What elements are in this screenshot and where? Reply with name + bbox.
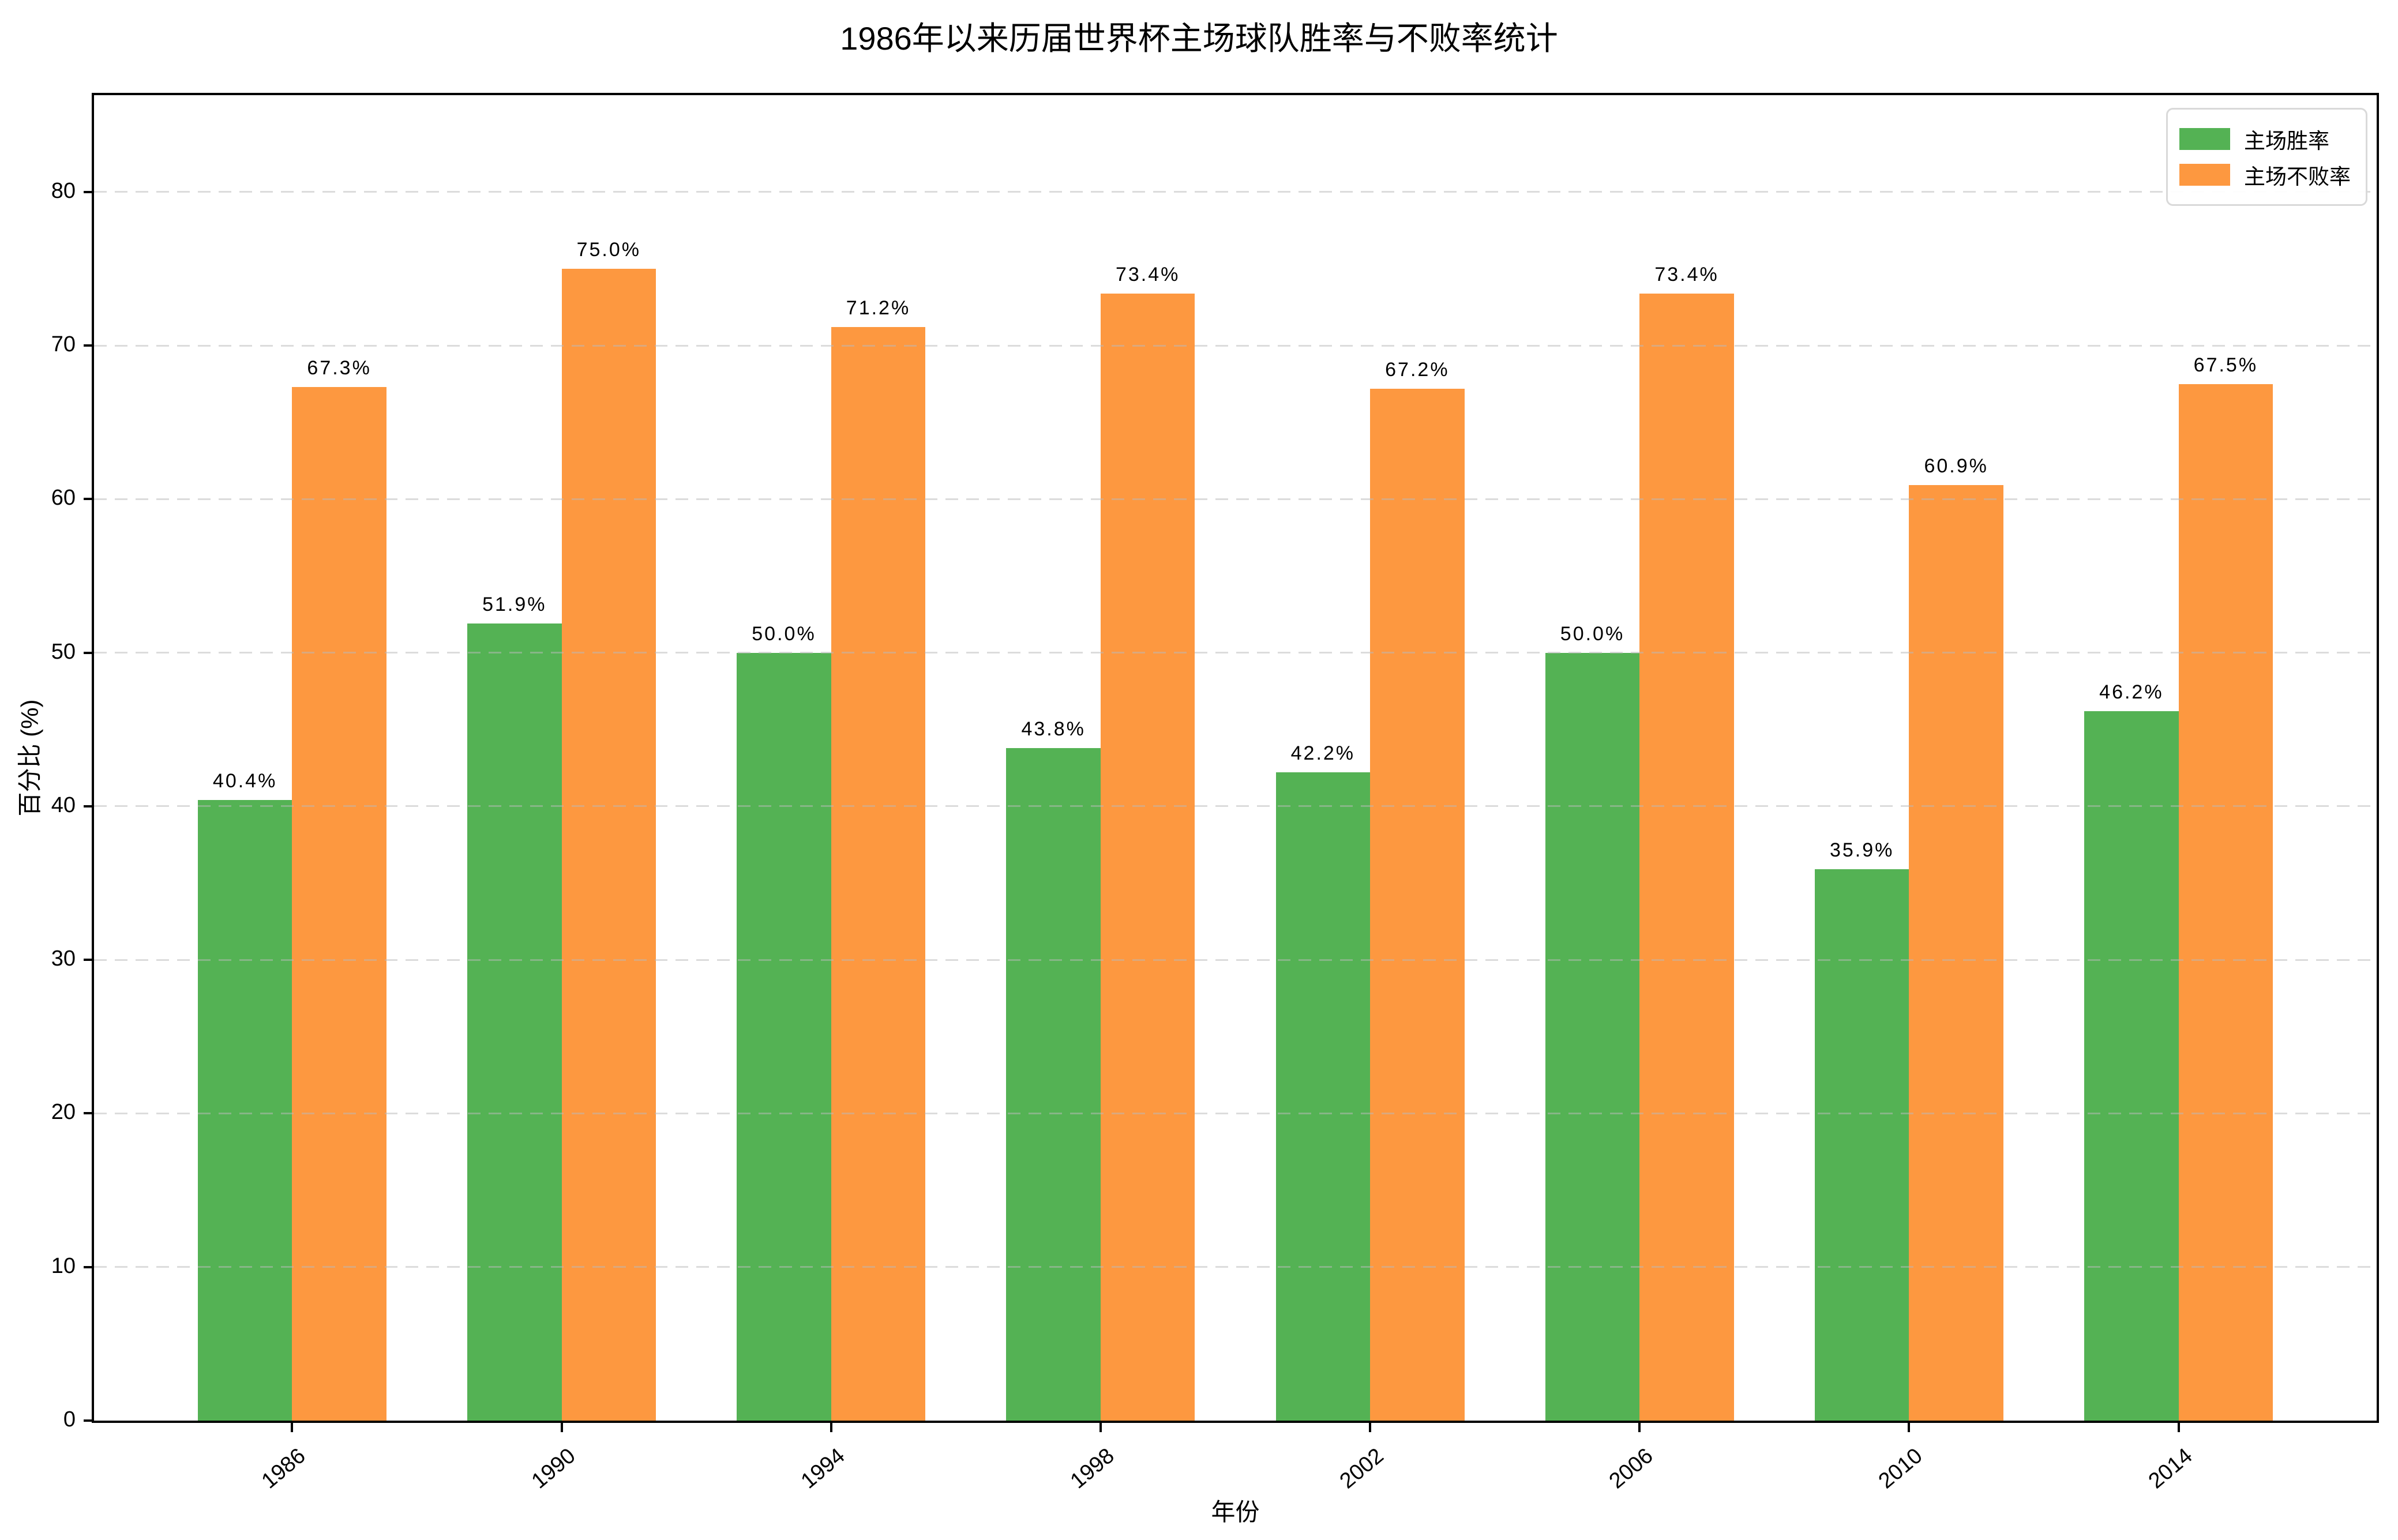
value-label-win-1994: 50.0% — [752, 622, 816, 645]
value-label-win-2014: 46.2% — [2099, 681, 2164, 703]
ytick-mark-70 — [84, 344, 93, 347]
bar-unbeaten-2010 — [1909, 485, 2003, 1421]
legend-label-win-rate: 主场胜率 — [2244, 129, 2329, 153]
value-label-unbeaten-1998: 73.4% — [1115, 263, 1180, 286]
bar-win-1994 — [737, 652, 831, 1421]
legend-item-win-rate: 主场胜率 — [2179, 123, 2351, 155]
bar-win-2002 — [1275, 772, 1371, 1421]
ytick-mark-0 — [84, 1419, 93, 1422]
xtick-mark-2002 — [1369, 1423, 1372, 1432]
legend-item-unbeaten-rate: 主场不败率 — [2179, 159, 2351, 190]
gridline-70 — [94, 344, 2377, 347]
bar-unbeaten-1998 — [1100, 293, 1195, 1421]
gridline-60 — [94, 498, 2377, 500]
ytick-mark-50 — [84, 651, 93, 654]
value-label-win-1986: 40.4% — [212, 770, 277, 792]
xtick-label-text-2014: 2014 — [2144, 1443, 2197, 1494]
xtick-mark-1986 — [291, 1423, 294, 1432]
bar-win-1986 — [197, 800, 292, 1421]
ytick-mark-80 — [84, 190, 93, 193]
xtick-mark-2006 — [1638, 1423, 1641, 1432]
chart-title: 1986年以来历届世界杯主场球队胜率与不败率统计 — [840, 20, 1558, 57]
value-label-win-2002: 42.2% — [1290, 742, 1356, 765]
ytick-label-10: 10 — [51, 1253, 76, 1278]
xtick-mark-1994 — [830, 1423, 832, 1432]
ytick-label-60: 60 — [51, 486, 76, 510]
legend-label-unbeaten-rate: 主场不败率 — [2244, 165, 2351, 189]
gridline-20 — [94, 1112, 2377, 1114]
gridline-40 — [94, 805, 2377, 807]
xtick-mark-2010 — [1908, 1423, 1911, 1432]
value-label-unbeaten-2014: 67.5% — [2193, 354, 2258, 376]
gridline-10 — [94, 1266, 2377, 1268]
xtick-label-text-2006: 2006 — [1605, 1443, 1658, 1494]
ytick-label-80: 80 — [51, 178, 76, 203]
bar-win-2014 — [2084, 711, 2179, 1421]
ytick-label-40: 40 — [51, 792, 76, 817]
gridline-30 — [94, 959, 2377, 961]
plot-area: 40.4% 67.3% 51.9% 75.0% 50.0% 71.2% 43.8% 73.4%… — [92, 93, 2379, 1423]
bar-unbeaten-2014 — [2178, 384, 2273, 1421]
xtick-label-text-2010: 2010 — [1874, 1443, 1927, 1494]
xtick-mark-1998 — [1099, 1423, 1102, 1432]
bar-win-2006 — [1545, 652, 1640, 1421]
value-label-win-2010: 35.9% — [1829, 839, 1894, 862]
value-label-unbeaten-1990: 75.0% — [576, 238, 641, 261]
xtick-mark-1990 — [560, 1423, 563, 1432]
bar-unbeaten-1994 — [831, 327, 926, 1421]
xtick-mark-2014 — [2177, 1423, 2180, 1432]
bar-win-1990 — [467, 623, 562, 1421]
ytick-mark-30 — [84, 959, 93, 961]
legend-swatch-win-rate — [2179, 128, 2230, 150]
ytick-label-70: 70 — [51, 332, 76, 357]
value-label-unbeaten-2010: 60.9% — [1924, 455, 1988, 478]
gridline-50 — [94, 652, 2377, 654]
ytick-label-20: 20 — [51, 1100, 76, 1125]
value-label-win-1990: 51.9% — [482, 594, 547, 615]
ytick-mark-40 — [84, 805, 93, 807]
bar-win-1998 — [1006, 748, 1101, 1421]
ytick-mark-60 — [84, 498, 93, 501]
value-label-unbeaten-2006: 73.4% — [1654, 263, 1719, 286]
xtick-label-text-1986: 1986 — [257, 1443, 310, 1494]
ytick-mark-20 — [84, 1112, 93, 1115]
bar-unbeaten-2006 — [1639, 293, 1734, 1421]
legend-swatch-unbeaten-rate — [2179, 164, 2230, 186]
ytick-mark-10 — [84, 1265, 93, 1268]
bar-unbeaten-1990 — [561, 268, 656, 1421]
bar-unbeaten-1986 — [292, 386, 386, 1421]
bar-win-2010 — [1814, 869, 1909, 1421]
xtick-label-text-1990: 1990 — [527, 1443, 580, 1494]
legend: 主场胜率 主场不败率 — [2166, 108, 2367, 206]
value-label-win-2006: 50.0% — [1560, 622, 1625, 645]
xtick-label-text-1998: 1998 — [1065, 1443, 1119, 1494]
ytick-label-30: 30 — [51, 946, 76, 971]
value-label-win-1998: 43.8% — [1021, 718, 1086, 740]
x-axis-label: 年份 — [1211, 1498, 1260, 1526]
ytick-label-0: 0 — [63, 1407, 76, 1432]
bar-unbeaten-2002 — [1370, 388, 1465, 1421]
xtick-label-text-1994: 1994 — [796, 1443, 850, 1494]
ytick-label-50: 50 — [51, 639, 76, 664]
value-label-unbeaten-1986: 67.3% — [307, 356, 371, 379]
xtick-label-text-2002: 2002 — [1335, 1443, 1388, 1494]
gridline-80 — [94, 191, 2377, 193]
value-label-unbeaten-1994: 71.2% — [846, 297, 911, 320]
value-label-unbeaten-2002: 67.2% — [1385, 358, 1450, 381]
